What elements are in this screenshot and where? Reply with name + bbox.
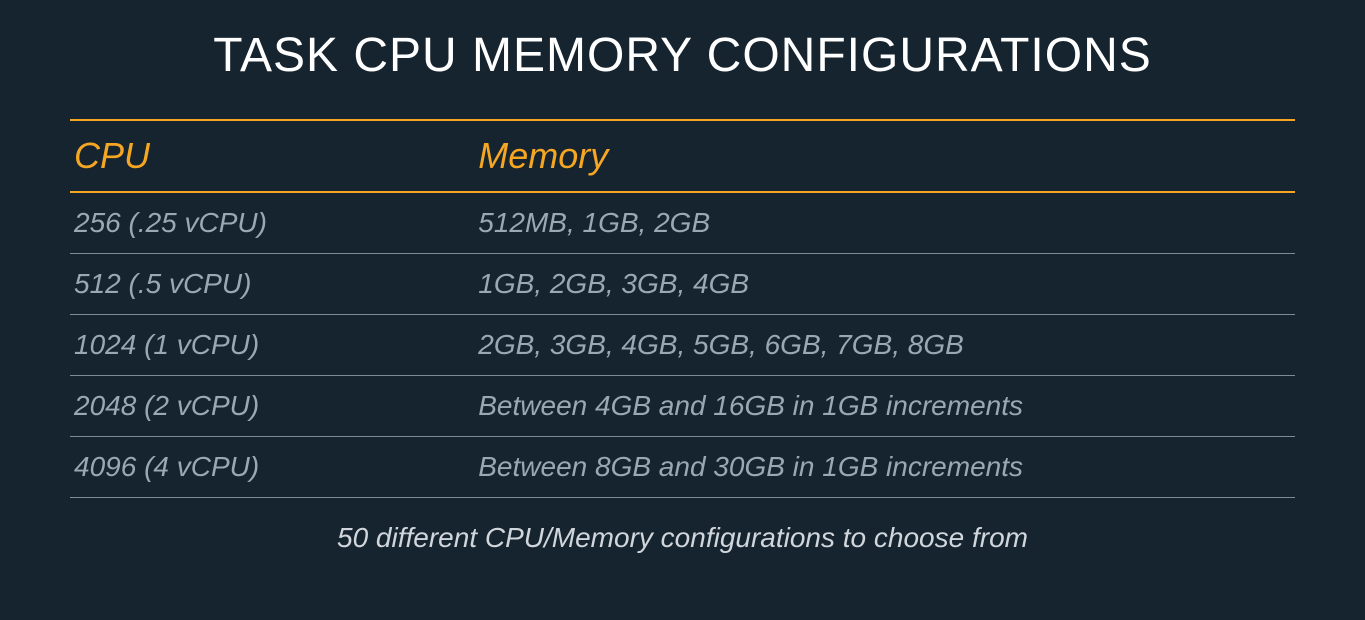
cell-cpu: 4096 (4 vCPU) — [70, 437, 474, 498]
table-row: 2048 (2 vCPU) Between 4GB and 16GB in 1G… — [70, 376, 1295, 437]
config-table: CPU Memory 256 (.25 vCPU) 512MB, 1GB, 2G… — [70, 119, 1295, 498]
cell-cpu: 2048 (2 vCPU) — [70, 376, 474, 437]
table-row: 256 (.25 vCPU) 512MB, 1GB, 2GB — [70, 192, 1295, 254]
cell-cpu: 1024 (1 vCPU) — [70, 315, 474, 376]
table-row: 4096 (4 vCPU) Between 8GB and 30GB in 1G… — [70, 437, 1295, 498]
cell-memory: 2GB, 3GB, 4GB, 5GB, 6GB, 7GB, 8GB — [474, 315, 1295, 376]
cell-memory: Between 4GB and 16GB in 1GB increments — [474, 376, 1295, 437]
cell-memory: 1GB, 2GB, 3GB, 4GB — [474, 254, 1295, 315]
cell-memory: Between 8GB and 30GB in 1GB increments — [474, 437, 1295, 498]
table-row: 1024 (1 vCPU) 2GB, 3GB, 4GB, 5GB, 6GB, 7… — [70, 315, 1295, 376]
footer-caption: 50 different CPU/Memory configurations t… — [70, 522, 1295, 554]
column-header-cpu: CPU — [70, 120, 474, 192]
cell-cpu: 512 (.5 vCPU) — [70, 254, 474, 315]
table-header-row: CPU Memory — [70, 120, 1295, 192]
table-row: 512 (.5 vCPU) 1GB, 2GB, 3GB, 4GB — [70, 254, 1295, 315]
page-title: TASK CPU MEMORY CONFIGURATIONS — [70, 28, 1295, 83]
column-header-memory: Memory — [474, 120, 1295, 192]
cell-cpu: 256 (.25 vCPU) — [70, 192, 474, 254]
cell-memory: 512MB, 1GB, 2GB — [474, 192, 1295, 254]
slide: TASK CPU MEMORY CONFIGURATIONS CPU Memor… — [0, 0, 1365, 620]
